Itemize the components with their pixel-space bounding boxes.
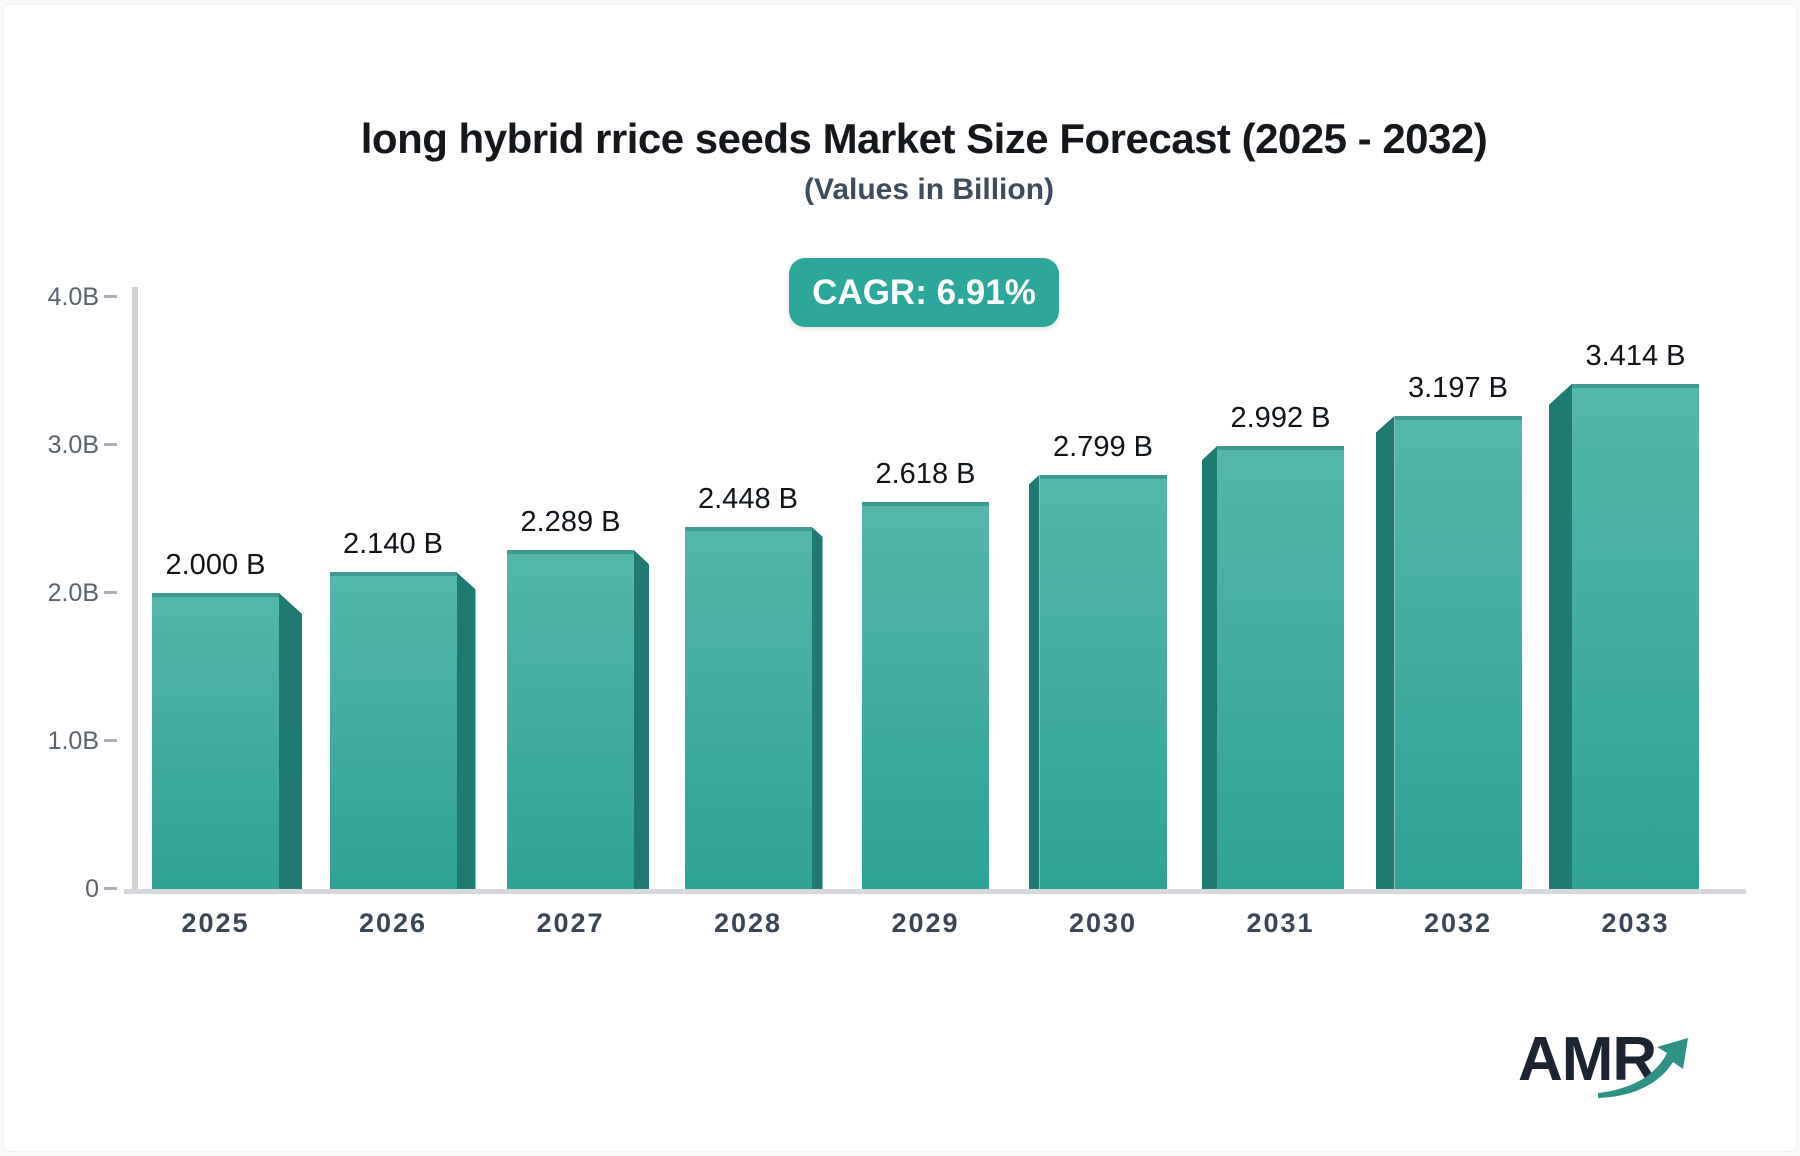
x-axis-label-2027: 2027 xyxy=(536,908,605,938)
x-axis-baseline xyxy=(124,889,1746,894)
bar-value-label-2031: 2.992 B xyxy=(1230,402,1331,435)
bar-value-label-2030: 2.799 B xyxy=(1053,430,1153,463)
bar-value-label-2025: 2.000 B xyxy=(165,549,266,581)
bar-side-face-2032 xyxy=(1375,415,1395,889)
bar-value-label-2032: 3.197 B xyxy=(1408,371,1508,404)
amr-logo: AMR xyxy=(1518,1029,1698,1099)
x-axis-label-2032: 2032 xyxy=(1423,908,1493,938)
cagr-badge: CAGR: 6.91% xyxy=(789,258,1059,327)
y-axis-line xyxy=(132,287,138,889)
y-axis-tick-label: 4.0B xyxy=(47,283,99,311)
amr-logo-text: AMR xyxy=(1518,1025,1657,1094)
x-axis-label-2030: 2030 xyxy=(1068,908,1138,938)
y-axis-tick-label: 3.0B xyxy=(47,431,99,459)
bar-side-face-2031 xyxy=(1202,446,1217,889)
bar-2031[interactable] xyxy=(1217,446,1344,889)
y-axis-tick-mark xyxy=(104,443,117,446)
bar-side-face-2033 xyxy=(1549,383,1572,889)
growth-arrow-icon xyxy=(1598,1038,1688,1098)
x-axis-label-2028: 2028 xyxy=(713,908,783,938)
y-axis-tick-mark xyxy=(104,591,117,594)
x-axis-label-2031: 2031 xyxy=(1246,908,1315,938)
x-axis-label-2033: 2033 xyxy=(1601,908,1670,938)
bar-2029[interactable] xyxy=(862,501,989,889)
bar-value-label-2028: 2.448 B xyxy=(698,482,798,515)
bar-2026[interactable] xyxy=(329,572,457,889)
bar-2033[interactable] xyxy=(1572,383,1699,889)
bar-2032[interactable] xyxy=(1394,415,1522,889)
chart-title: long hybrid rrice seeds Market Size Fore… xyxy=(360,115,1488,162)
bar-side-face-2027 xyxy=(634,550,649,889)
bar-2030[interactable] xyxy=(1039,474,1167,889)
bar-side-face-2028 xyxy=(811,526,823,889)
x-axis-label-2026: 2026 xyxy=(358,908,428,938)
bar-side-face-2030 xyxy=(1028,474,1040,889)
x-axis-label-2025: 2025 xyxy=(181,908,250,938)
bar-side-face-2026 xyxy=(456,572,476,889)
chart-card: long hybrid rrice seeds Market Size Fore… xyxy=(3,4,1797,1152)
cagr-badge-label: CAGR: 6.91% xyxy=(812,272,1036,312)
y-axis-tick-label: 2.0B xyxy=(47,579,99,607)
bar-2027[interactable] xyxy=(507,550,634,889)
bar-2028[interactable] xyxy=(684,526,812,889)
y-axis-tick-mark xyxy=(104,887,117,890)
bar-side-face-2025 xyxy=(279,593,302,889)
y-axis-tick-mark xyxy=(104,295,117,298)
bar-value-label-2026: 2.140 B xyxy=(343,528,443,561)
bar-value-label-2029: 2.618 B xyxy=(875,457,976,490)
x-axis-label-2029: 2029 xyxy=(891,908,960,938)
bar-value-label-2027: 2.289 B xyxy=(520,506,621,539)
y-axis-tick-label: 1.0B xyxy=(47,727,99,755)
y-axis-tick-mark xyxy=(104,739,117,742)
chart-subtitle: (Values in Billion) xyxy=(803,173,1055,206)
y-axis-tick-label: 0 xyxy=(85,875,99,903)
bar-value-label-2033: 3.414 B xyxy=(1585,339,1686,372)
bar-2025[interactable] xyxy=(152,593,279,889)
bar-chart-plot-area: 4.0B 3.0B 2.0B 1.0B 0 2.000 B 2025 2.140 B 2026 2… xyxy=(4,5,1796,1151)
